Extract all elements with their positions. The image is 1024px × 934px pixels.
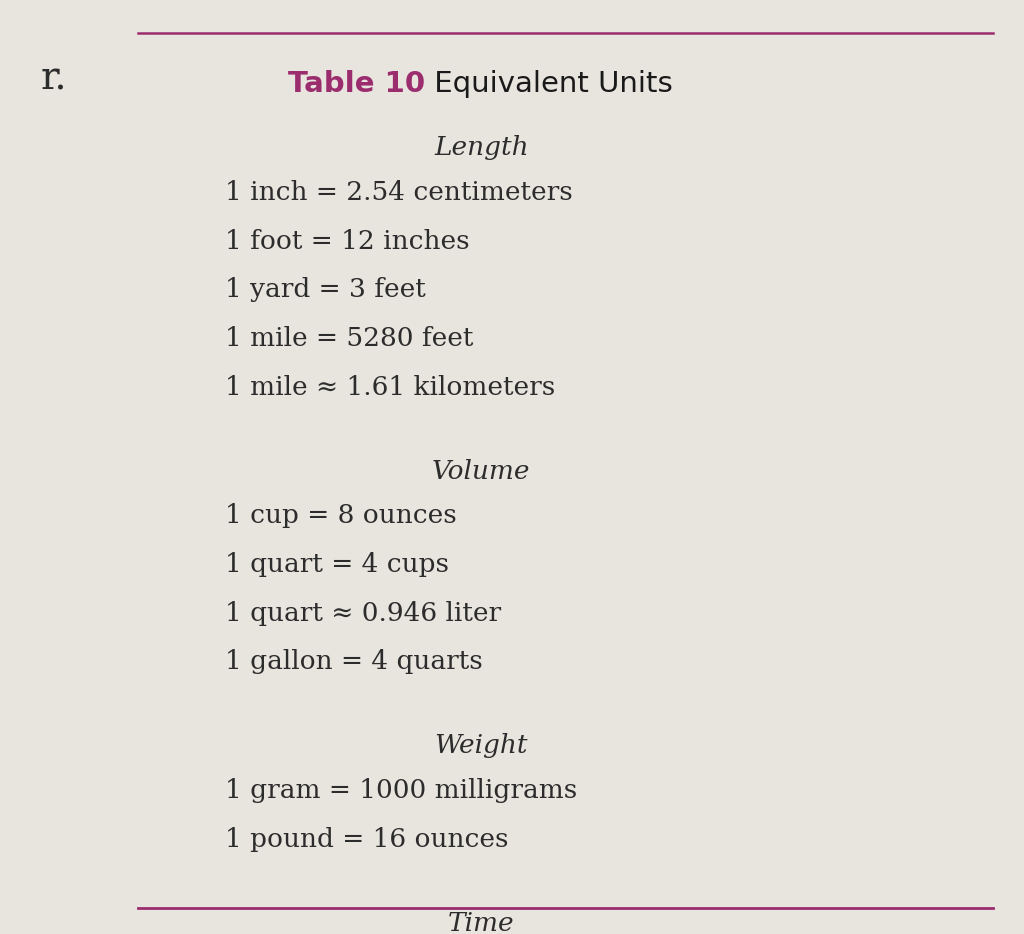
Text: 1 foot = 12 inches: 1 foot = 12 inches bbox=[225, 229, 470, 254]
Text: 1 mile = 5280 feet: 1 mile = 5280 feet bbox=[225, 326, 474, 351]
Text: 1 gallon = 4 quarts: 1 gallon = 4 quarts bbox=[225, 649, 483, 674]
Text: 1 pound = 16 ounces: 1 pound = 16 ounces bbox=[225, 827, 509, 852]
Text: Length: Length bbox=[434, 135, 528, 161]
Text: Equivalent Units: Equivalent Units bbox=[425, 70, 673, 98]
Text: 1 cup = 8 ounces: 1 cup = 8 ounces bbox=[225, 503, 457, 529]
Text: r.: r. bbox=[41, 61, 68, 98]
Text: 1 inch = 2.54 centimeters: 1 inch = 2.54 centimeters bbox=[225, 180, 573, 205]
Text: Weight: Weight bbox=[434, 733, 528, 758]
Text: 1 quart ≈ 0.946 liter: 1 quart ≈ 0.946 liter bbox=[225, 601, 502, 626]
Text: 1 yard = 3 feet: 1 yard = 3 feet bbox=[225, 277, 426, 303]
Text: Time: Time bbox=[447, 911, 515, 934]
Text: 1 gram = 1000 milligrams: 1 gram = 1000 milligrams bbox=[225, 778, 578, 803]
Text: Table 10: Table 10 bbox=[288, 70, 425, 98]
Text: 1 mile ≈ 1.61 kilometers: 1 mile ≈ 1.61 kilometers bbox=[225, 375, 556, 400]
Text: Volume: Volume bbox=[432, 459, 530, 484]
Text: 1 quart = 4 cups: 1 quart = 4 cups bbox=[225, 552, 450, 577]
